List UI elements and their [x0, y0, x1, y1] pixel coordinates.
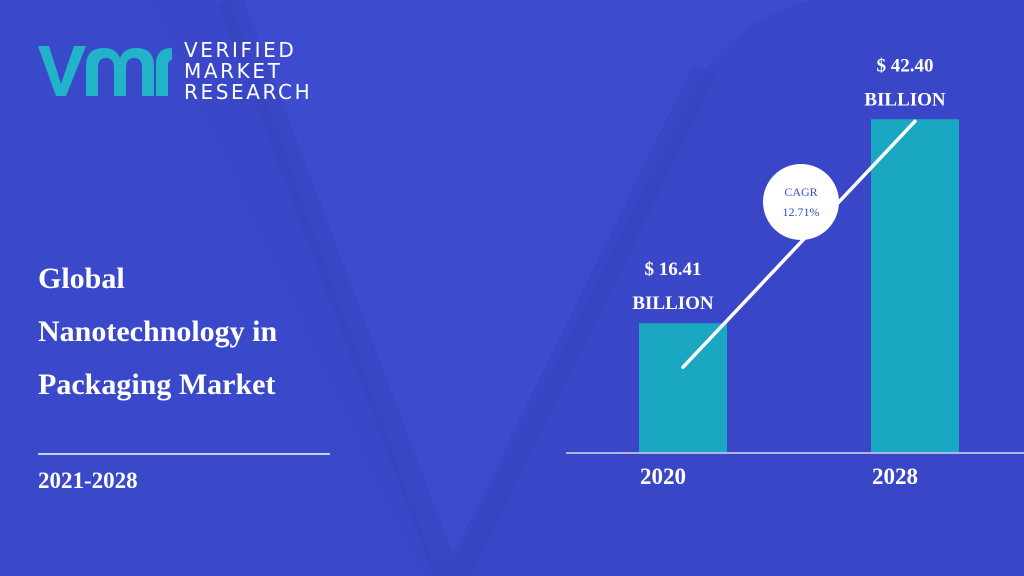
cagr-value: 12.71%	[783, 205, 820, 219]
title-line-3: Packaging Market	[38, 368, 276, 401]
value-unit-2028: BILLION	[864, 89, 946, 110]
cagr-trend-line	[681, 119, 917, 369]
title-divider	[38, 453, 330, 455]
title-line-2: Nanotechnology in	[38, 315, 278, 348]
cagr-badge	[763, 164, 839, 240]
brand-name: VERIFIED MARKET RESEARCH	[184, 40, 312, 103]
report-title: Global Nanotechnology in Packaging Marke…	[38, 252, 358, 411]
cagr-label: CAGR	[784, 185, 817, 199]
brand-line-3: RESEARCH	[184, 80, 313, 104]
bar-2028	[871, 119, 959, 452]
value-label-2028: $ 42.40	[877, 55, 934, 76]
value-label-2020: $ 16.41	[645, 259, 702, 280]
category-label-2020: 2020	[640, 464, 686, 489]
category-label-2028: 2028	[872, 464, 918, 489]
brand-line-2: MARKET	[184, 59, 283, 83]
brand-line-1: VERIFIED	[184, 38, 297, 62]
title-line-1: Global	[38, 262, 125, 295]
forecast-period: 2021-2028	[38, 468, 138, 493]
bar-2020	[639, 323, 727, 452]
brand-logo: VERIFIED MARKET RESEARCH	[34, 40, 334, 110]
value-unit-2020: BILLION	[632, 293, 714, 314]
vmr-logo-icon	[38, 46, 172, 96]
